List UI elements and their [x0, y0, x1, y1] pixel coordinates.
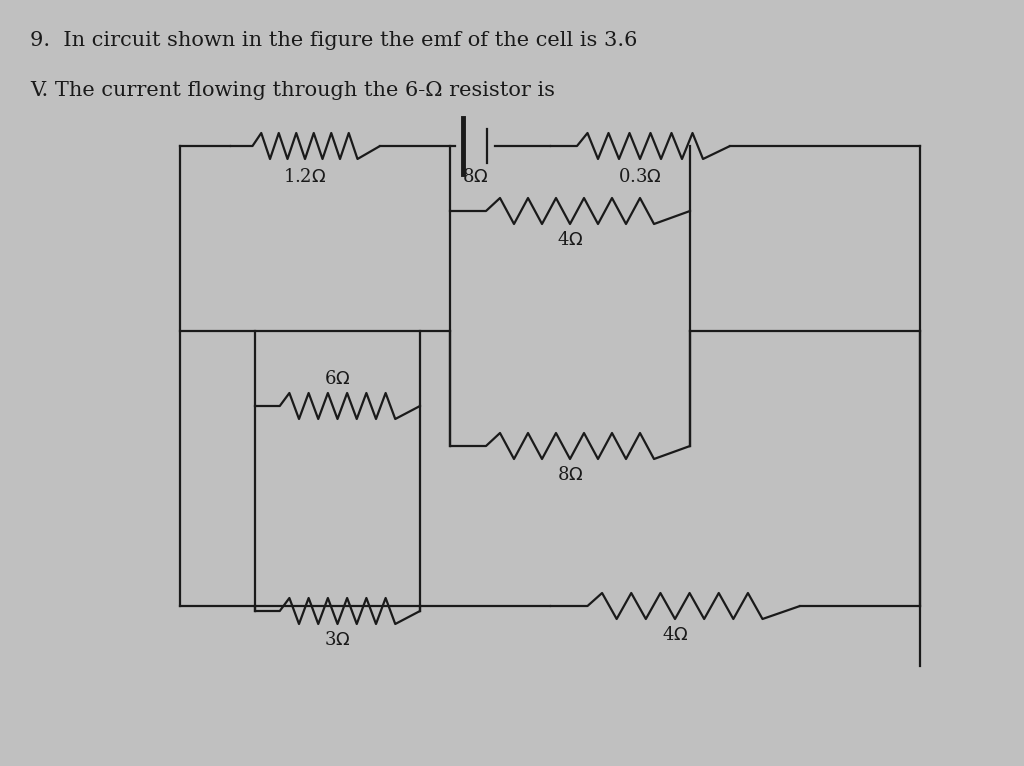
Text: 0.3$\Omega$: 0.3$\Omega$ — [618, 168, 662, 186]
Text: 6$\Omega$: 6$\Omega$ — [325, 370, 351, 388]
Text: 4$\Omega$: 4$\Omega$ — [557, 231, 584, 249]
Text: 9.  In circuit shown in the figure the emf of the cell is 3.6: 9. In circuit shown in the figure the em… — [30, 31, 637, 50]
Text: V. The current flowing through the 6-Ω resistor is: V. The current flowing through the 6-Ω r… — [30, 81, 555, 100]
Text: 8$\Omega$: 8$\Omega$ — [557, 466, 584, 484]
Text: 3$\Omega$: 3$\Omega$ — [325, 631, 351, 649]
Text: 8$\Omega$: 8$\Omega$ — [462, 168, 488, 186]
Text: 1.2$\Omega$: 1.2$\Omega$ — [284, 168, 327, 186]
Text: 4$\Omega$: 4$\Omega$ — [662, 626, 688, 644]
